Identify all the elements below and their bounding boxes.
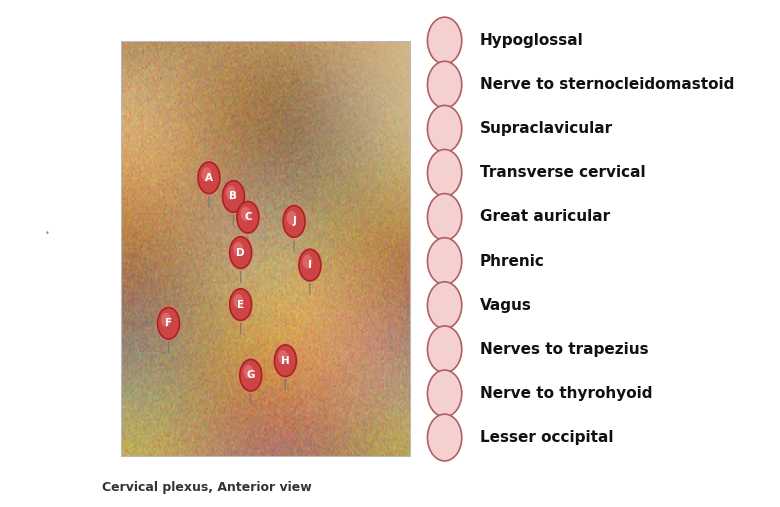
Circle shape <box>236 199 261 235</box>
Text: B: B <box>229 192 237 201</box>
Ellipse shape <box>427 370 462 417</box>
Text: •: • <box>44 229 49 238</box>
Circle shape <box>299 249 321 281</box>
Ellipse shape <box>427 238 462 284</box>
Text: Cervical plexus, Anterior view: Cervical plexus, Anterior view <box>102 481 311 494</box>
Text: Lesser occipital: Lesser occipital <box>480 430 613 445</box>
Ellipse shape <box>427 326 462 373</box>
Circle shape <box>287 211 296 225</box>
Text: Vagus: Vagus <box>480 298 532 313</box>
Text: Phrenic: Phrenic <box>480 254 544 269</box>
Text: C: C <box>244 212 252 222</box>
Circle shape <box>303 255 313 269</box>
Text: E: E <box>237 300 244 310</box>
Circle shape <box>283 206 305 237</box>
Ellipse shape <box>427 150 462 196</box>
Text: I: I <box>308 260 312 270</box>
Circle shape <box>278 350 288 365</box>
Circle shape <box>229 237 252 268</box>
Ellipse shape <box>427 61 462 108</box>
Text: Nerves to trapezius: Nerves to trapezius <box>480 342 648 357</box>
Ellipse shape <box>427 194 462 240</box>
Circle shape <box>297 247 323 283</box>
Circle shape <box>239 359 262 391</box>
Text: Hypoglossal: Hypoglossal <box>480 33 583 48</box>
Text: Transverse cervical: Transverse cervical <box>480 165 645 180</box>
Circle shape <box>226 186 236 200</box>
Circle shape <box>197 160 222 196</box>
Circle shape <box>161 313 171 327</box>
Circle shape <box>237 201 259 233</box>
Circle shape <box>222 180 244 212</box>
Text: Nerve to sternocleidomastoid: Nerve to sternocleidomastoid <box>480 77 734 92</box>
Text: Great auricular: Great auricular <box>480 209 610 225</box>
Circle shape <box>240 207 250 221</box>
Ellipse shape <box>427 17 462 64</box>
Circle shape <box>229 289 252 320</box>
Circle shape <box>221 178 246 214</box>
Circle shape <box>158 307 179 339</box>
Circle shape <box>228 286 254 323</box>
Circle shape <box>233 242 243 256</box>
Circle shape <box>243 365 254 379</box>
Circle shape <box>273 343 298 379</box>
Text: Nerve to thyrohyoid: Nerve to thyrohyoid <box>480 386 652 401</box>
Circle shape <box>275 345 296 377</box>
Ellipse shape <box>427 282 462 329</box>
Circle shape <box>238 357 264 393</box>
Circle shape <box>156 305 181 341</box>
Text: F: F <box>165 318 172 328</box>
Text: G: G <box>246 370 255 380</box>
Circle shape <box>198 162 220 194</box>
Ellipse shape <box>427 105 462 152</box>
Text: J: J <box>292 216 296 227</box>
Text: H: H <box>281 356 290 366</box>
Circle shape <box>228 234 254 271</box>
Circle shape <box>233 294 243 308</box>
Text: D: D <box>236 247 245 258</box>
Circle shape <box>282 203 307 240</box>
Circle shape <box>201 167 211 182</box>
Text: A: A <box>205 173 213 183</box>
Ellipse shape <box>427 414 462 461</box>
Text: Supraclavicular: Supraclavicular <box>480 121 613 136</box>
